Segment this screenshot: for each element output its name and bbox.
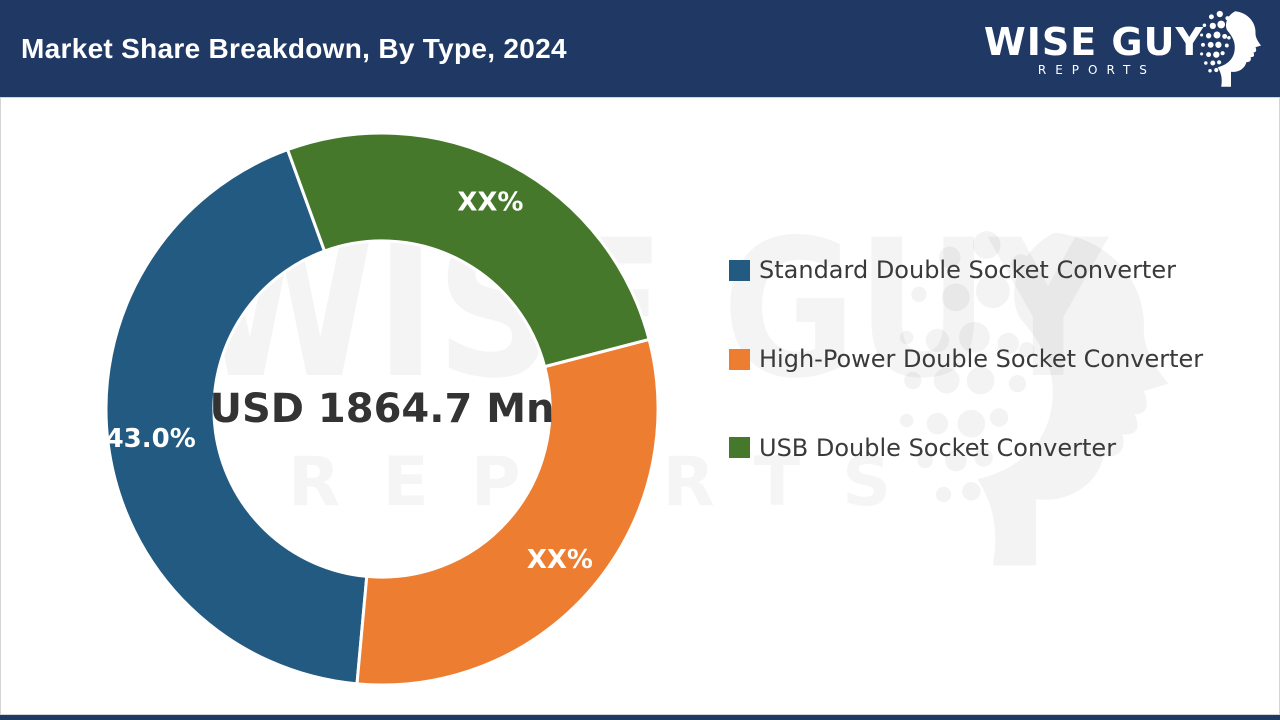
legend-label: USB Double Socket Converter — [759, 433, 1117, 462]
segment-label-3: XX% — [457, 188, 523, 218]
legend-swatch — [729, 348, 750, 370]
legend-item-2: High-Power Double Socket Converter — [729, 345, 1203, 374]
wise-guy-logo-text: WISE GUY REPORTS — [984, 23, 1204, 76]
header-band: Market Share Breakdown, By Type, 2024 WI… — [0, 0, 1280, 97]
logo-wordmark: WISE GUY — [983, 19, 1204, 64]
footer-band — [0, 715, 1280, 720]
legend-swatch — [729, 259, 750, 281]
legend-swatch — [729, 437, 750, 459]
legend-label: Standard Double Socket Converter — [759, 256, 1176, 284]
donut-chart: 43.0% XX% XX% — [104, 131, 660, 687]
chart-legend: Standard Double Socket Converter High-Pow… — [729, 256, 1203, 462]
page-title: Market Share Breakdown, By Type, 2024 — [21, 32, 567, 64]
donut-segment-2 — [355, 337, 660, 687]
segment-label-1: 43.0% — [106, 424, 196, 454]
donut-center-value: USD 1864.7 Mn — [209, 386, 555, 432]
segment-label-2: XX% — [527, 545, 593, 575]
wise-guy-face-icon — [1200, 10, 1262, 87]
legend-item-3: USB Double Socket Converter — [729, 434, 1203, 463]
logo-subtitle: REPORTS — [1037, 62, 1156, 77]
donut-segment-3 — [286, 131, 651, 369]
wise-guy-logo: WISE GUY REPORTS — [984, 4, 1266, 94]
legend-label: High-Power Double Socket Converter — [759, 344, 1204, 373]
legend-item-1: Standard Double Socket Converter — [729, 256, 1203, 285]
donut-segment-1 — [104, 148, 369, 686]
